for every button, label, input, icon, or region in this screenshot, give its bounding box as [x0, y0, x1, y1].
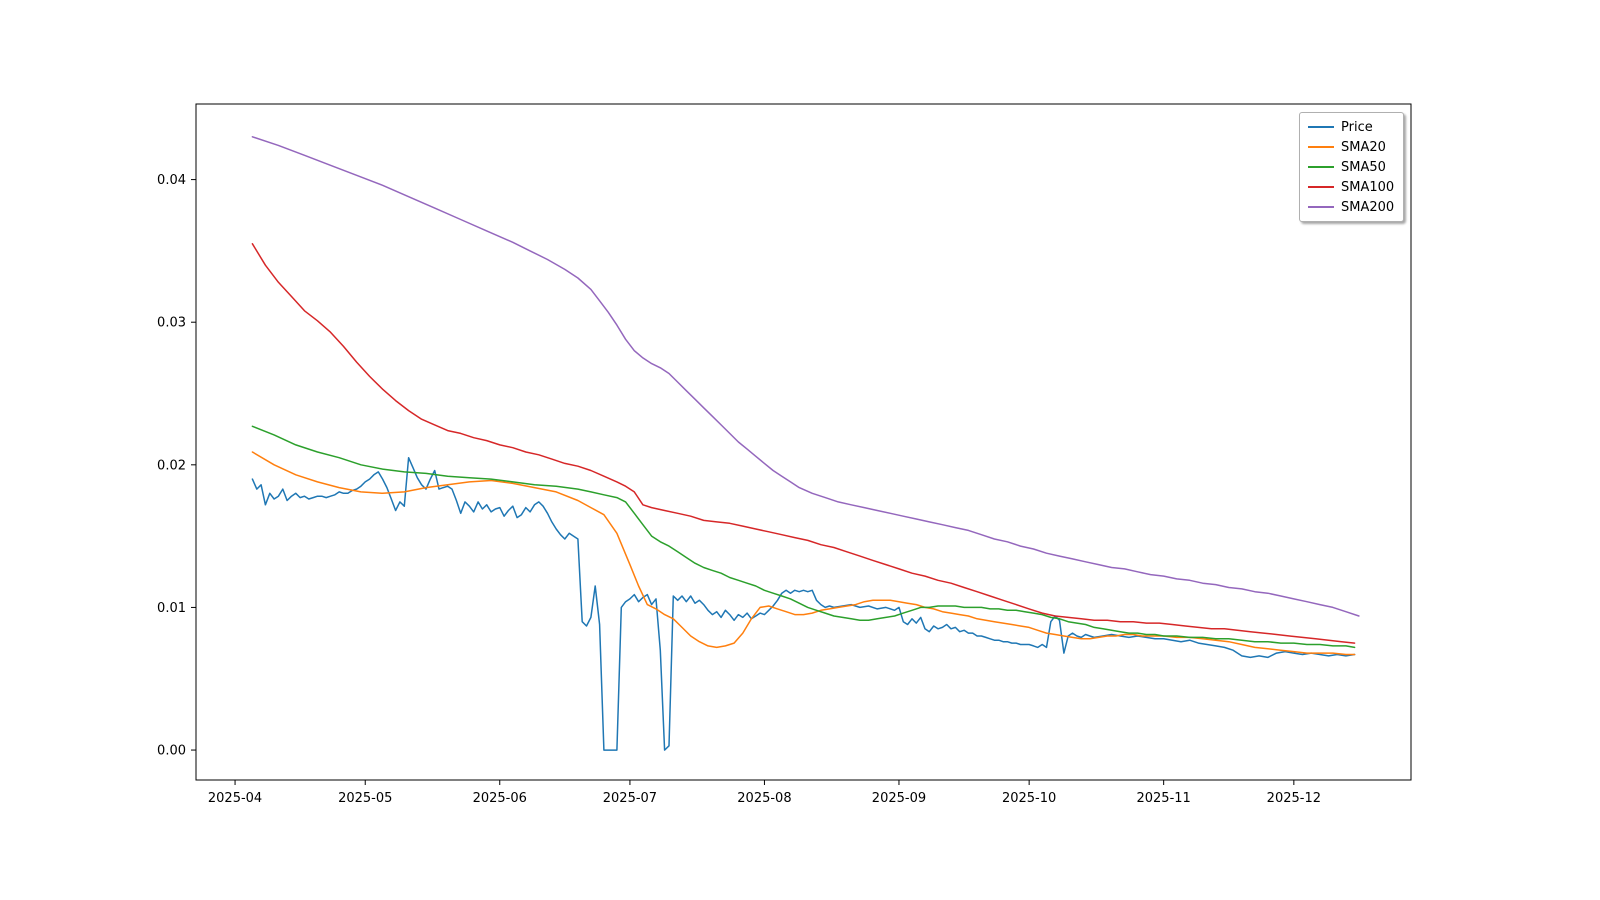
series-line-sma200 [251, 136, 1360, 617]
legend-item-sma200: SMA200 [1308, 197, 1394, 217]
x-axis-tick-label: 2025-11 [1136, 791, 1190, 806]
legend-label: SMA50 [1341, 159, 1386, 175]
y-axis-tick-label: 0.01 [157, 601, 186, 616]
y-axis-tick-label: 0.03 [157, 316, 186, 331]
legend-line-swatch [1308, 206, 1334, 208]
x-axis-tick-label: 2025-07 [603, 791, 657, 806]
legend-line-swatch [1308, 166, 1334, 168]
x-axis-tick-label: 2025-09 [872, 791, 926, 806]
legend-label: SMA200 [1341, 199, 1395, 215]
legend-line-swatch [1308, 146, 1334, 148]
series-line-sma50 [251, 425, 1356, 649]
x-axis-tick-label: 2025-08 [737, 791, 791, 806]
legend-line-swatch [1308, 126, 1334, 128]
legend-label: SMA20 [1341, 139, 1386, 155]
y-axis-tick-label: 0.00 [157, 744, 186, 759]
legend: Price SMA20 SMA50 SMA100 SMA200 [1299, 112, 1405, 222]
series-line-sma100 [251, 243, 1356, 644]
x-axis-tick-label: 2025-05 [338, 791, 392, 806]
legend-line-swatch [1308, 186, 1334, 188]
y-axis-tick-label: 0.02 [157, 458, 186, 473]
x-axis-tick-label: 2025-06 [473, 791, 527, 806]
y-axis-tick-label: 0.04 [157, 173, 186, 188]
x-axis-tick-label: 2025-04 [208, 791, 262, 806]
x-axis-tick-label: 2025-10 [1002, 791, 1056, 806]
legend-label: SMA100 [1341, 179, 1395, 195]
axes-box [195, 103, 1412, 781]
legend-label: Price [1341, 119, 1373, 135]
legend-item-sma100: SMA100 [1308, 177, 1394, 197]
legend-item-sma20: SMA20 [1308, 137, 1394, 157]
legend-item-price: Price [1308, 117, 1394, 137]
x-axis-tick-label: 2025-12 [1267, 791, 1321, 806]
series-line-sma20 [251, 451, 1356, 656]
series-line-price [251, 456, 1356, 751]
legend-item-sma50: SMA50 [1308, 157, 1394, 177]
